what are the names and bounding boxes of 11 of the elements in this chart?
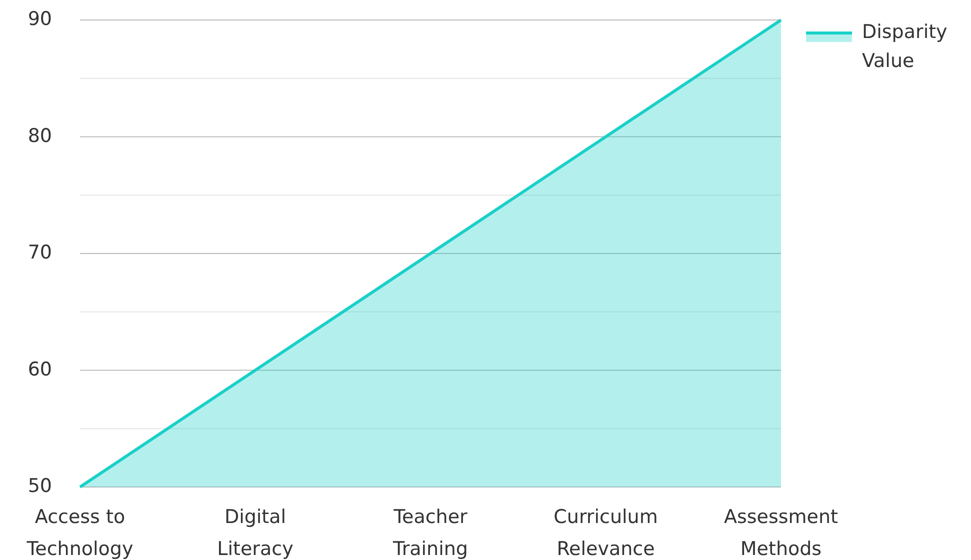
y-tick-label: 60 [28,358,52,380]
x-tick-label: Access to Technology [26,506,134,560]
x-tick-label: Curriculum Relevance [554,506,658,560]
y-tick-label: 90 [28,8,52,30]
y-tick-label: 80 [28,124,52,147]
y-tick-label: 50 [28,475,52,498]
x-tick-label: Teacher Training [392,506,468,560]
legend-label: Disparity Value [862,21,948,72]
x-tick-label: Assessment Methods [724,506,838,560]
y-tick-label: 70 [28,242,52,264]
x-tick-label: Digital Literacy [217,506,294,560]
